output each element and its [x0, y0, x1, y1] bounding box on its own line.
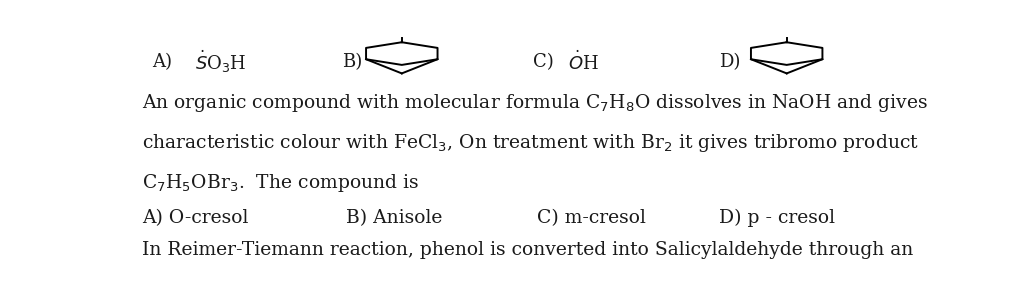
Text: C): C) — [532, 53, 554, 71]
Text: C) m-cresol: C) m-cresol — [537, 209, 645, 227]
Text: In Reimer-Tiemann reaction, phenol is converted into Salicylaldehyde through an: In Reimer-Tiemann reaction, phenol is co… — [142, 241, 913, 259]
Text: C$_7$H$_5$OBr$_3$.  The compound is: C$_7$H$_5$OBr$_3$. The compound is — [142, 172, 420, 194]
Text: A): A) — [152, 53, 172, 71]
Text: characteristic colour with FeCl$_3$, On treatment with Br$_2$ it gives tribromo : characteristic colour with FeCl$_3$, On … — [142, 132, 920, 154]
Text: D) p - cresol: D) p - cresol — [719, 209, 836, 227]
Text: B): B) — [342, 53, 362, 71]
Text: $\dot{O}$H: $\dot{O}$H — [568, 51, 599, 74]
Text: An organic compound with molecular formula C$_7$H$_8$O dissolves in NaOH and giv: An organic compound with molecular formu… — [142, 92, 929, 113]
Text: D): D) — [719, 53, 740, 71]
Text: B) Anisole: B) Anisole — [346, 209, 442, 227]
Text: A) O-cresol: A) O-cresol — [142, 209, 249, 227]
Text: $\dot{S}$O$_3$H: $\dot{S}$O$_3$H — [196, 49, 247, 76]
